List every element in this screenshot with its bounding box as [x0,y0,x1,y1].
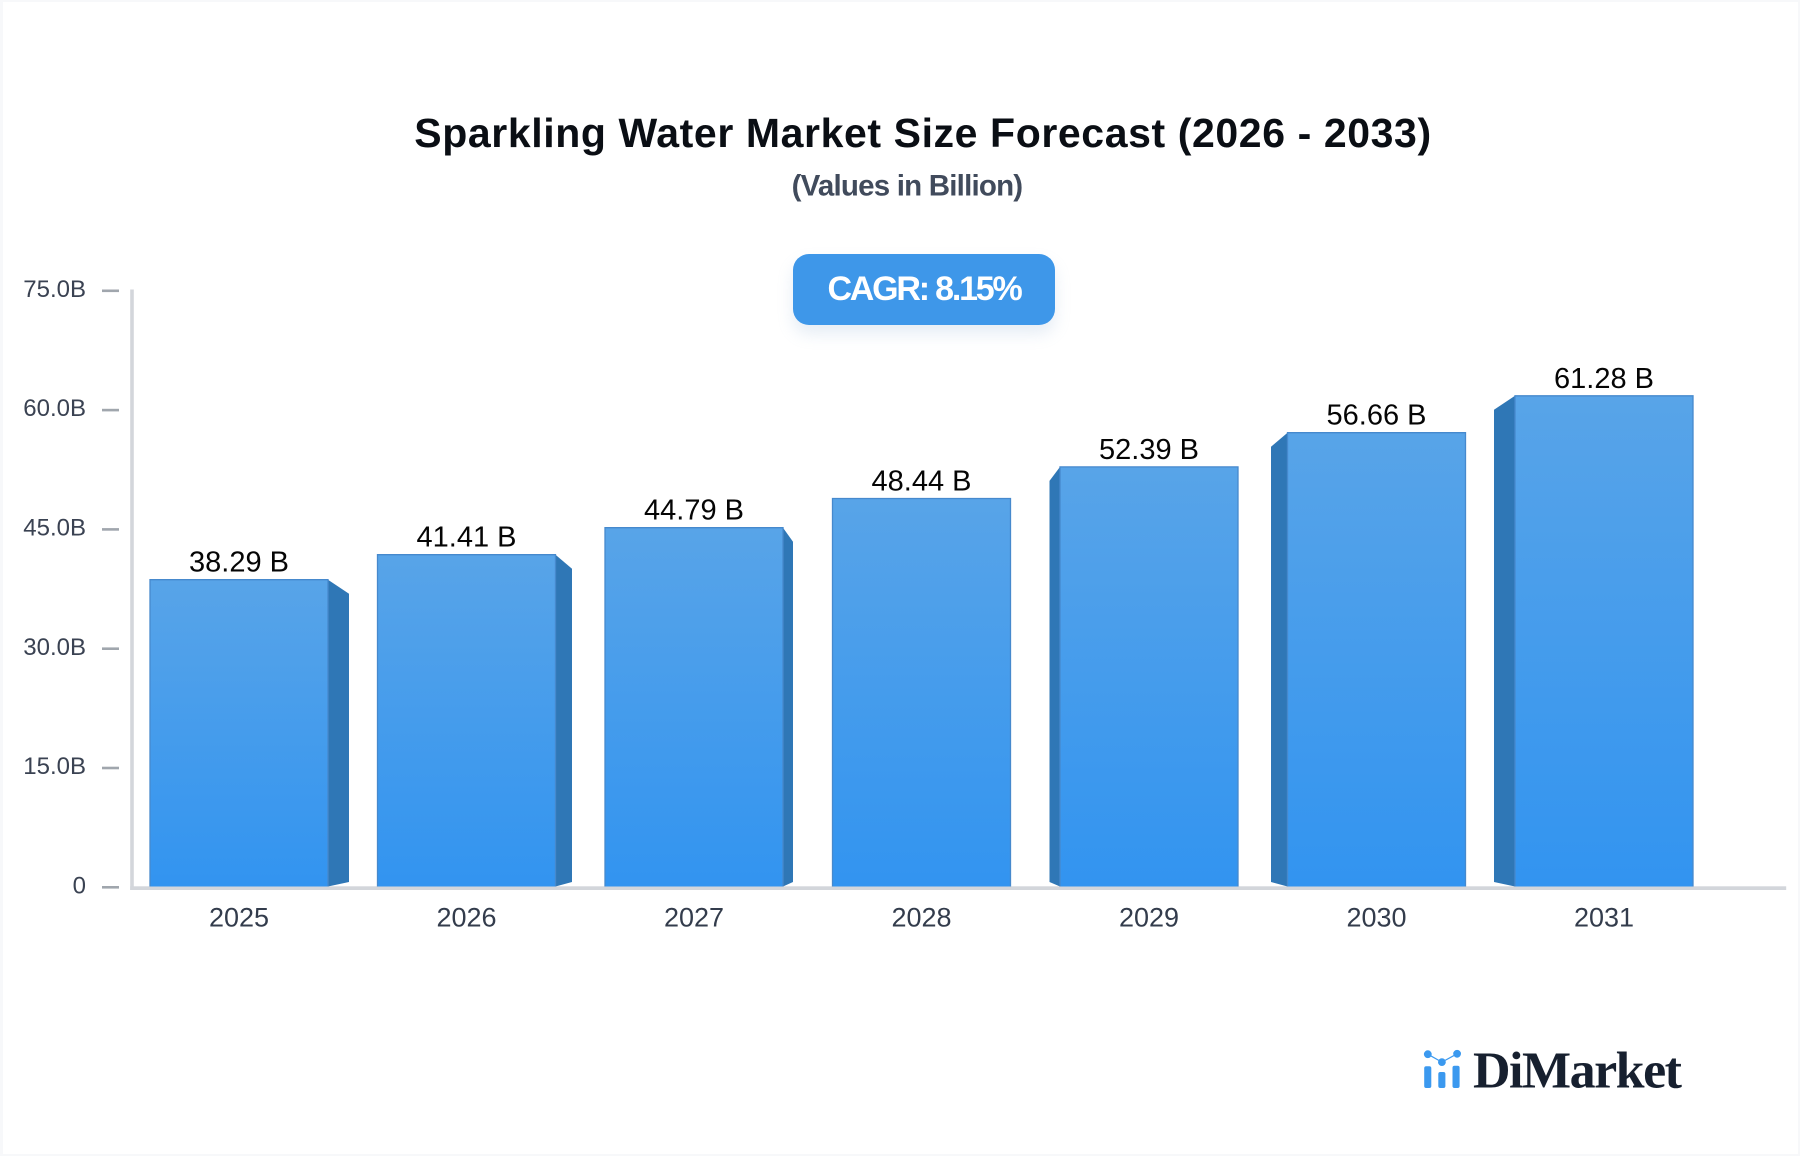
svg-text:45.0B: 45.0B [23,515,86,542]
svg-text:41.41 B: 41.41 B [417,522,517,554]
svg-text:2029: 2029 [1119,903,1179,933]
svg-text:2030: 2030 [1346,903,1406,933]
svg-text:2026: 2026 [436,903,496,933]
svg-text:56.66 B: 56.66 B [1327,400,1427,432]
svg-text:48.44 B: 48.44 B [872,466,972,498]
svg-text:2025: 2025 [209,903,269,933]
svg-text:38.29 B: 38.29 B [189,547,289,579]
svg-text:61.28 B: 61.28 B [1554,363,1654,395]
svg-text:Sparkling Water Market Size Fo: Sparkling Water Market Size Forecast (20… [414,110,1431,156]
svg-text:52.39 B: 52.39 B [1099,434,1199,466]
svg-text:0: 0 [73,872,86,899]
svg-text:75.0B: 75.0B [23,276,86,303]
svg-text:44.79 B: 44.79 B [644,495,744,527]
svg-text:2028: 2028 [891,903,951,933]
svg-text:30.0B: 30.0B [23,634,86,661]
svg-text:60.0B: 60.0B [23,395,86,422]
svg-text:DiMarket: DiMarket [1473,1043,1683,1100]
svg-text:2031: 2031 [1574,903,1634,933]
svg-text:15.0B: 15.0B [23,753,86,780]
svg-text:2027: 2027 [664,903,724,933]
svg-text:(Values in Billion): (Values in Billion) [792,169,1023,202]
